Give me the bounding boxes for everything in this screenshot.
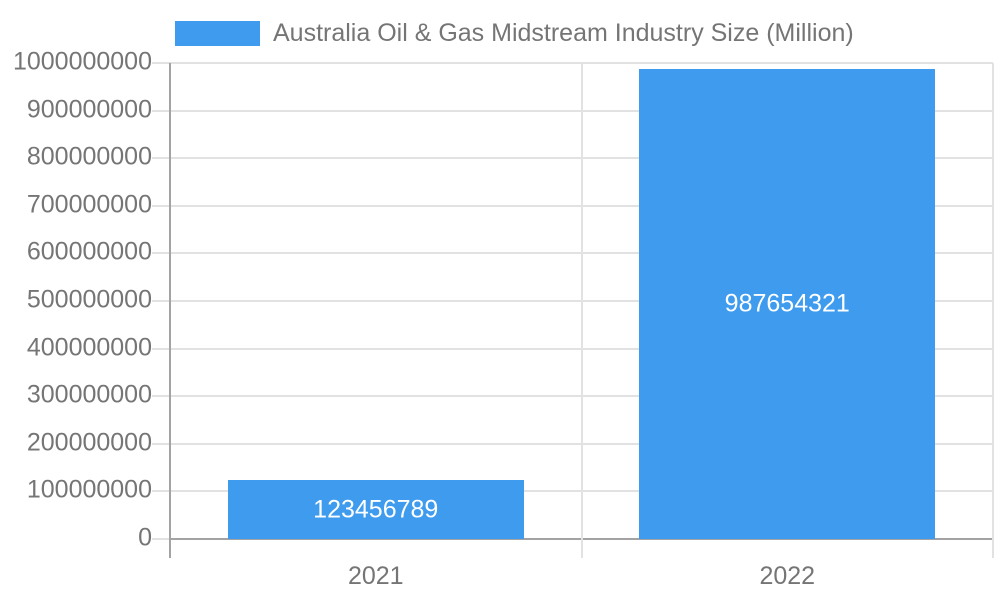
y-axis-tick — [152, 300, 170, 302]
y-axis-label: 900000000 — [26, 95, 152, 124]
y-axis-label: 300000000 — [26, 380, 152, 409]
y-axis-tick — [152, 252, 170, 254]
plot-right-edge-line — [992, 63, 994, 558]
y-axis-tick — [152, 443, 170, 445]
y-axis-tick — [152, 205, 170, 207]
category-separator-line — [581, 63, 583, 558]
y-axis-tick — [152, 62, 170, 64]
y-axis-label: 500000000 — [26, 285, 152, 314]
y-axis-line — [169, 63, 171, 558]
y-axis-label: 700000000 — [26, 190, 152, 219]
y-axis-tick — [152, 110, 170, 112]
y-axis-tick — [152, 490, 170, 492]
y-axis-tick — [152, 348, 170, 350]
y-axis-label: 400000000 — [26, 333, 152, 362]
y-axis-tick — [152, 157, 170, 159]
x-axis-label: 2022 — [759, 562, 816, 590]
bar-2021[interactable] — [228, 480, 524, 539]
y-axis-label: 100000000 — [26, 475, 152, 504]
y-axis-label: 600000000 — [26, 237, 152, 266]
legend-series-title: Australia Oil & Gas Midstream Industry S… — [273, 19, 854, 47]
x-axis-label: 2021 — [347, 562, 404, 590]
y-axis-label: 200000000 — [26, 428, 152, 457]
y-axis-label: 1000000000 — [12, 47, 152, 76]
bar-2022[interactable] — [639, 69, 935, 539]
chart-legend[interactable]: Australia Oil & Gas Midstream Industry S… — [175, 19, 854, 48]
y-axis-label: 800000000 — [26, 142, 152, 171]
y-axis-tick — [152, 395, 170, 397]
y-axis-label: 0 — [138, 523, 152, 552]
bar-value-label: 123456789 — [313, 495, 439, 524]
y-axis-tick — [152, 538, 170, 540]
legend-swatch-icon — [175, 21, 260, 46]
bar-value-label: 987654321 — [724, 289, 850, 318]
